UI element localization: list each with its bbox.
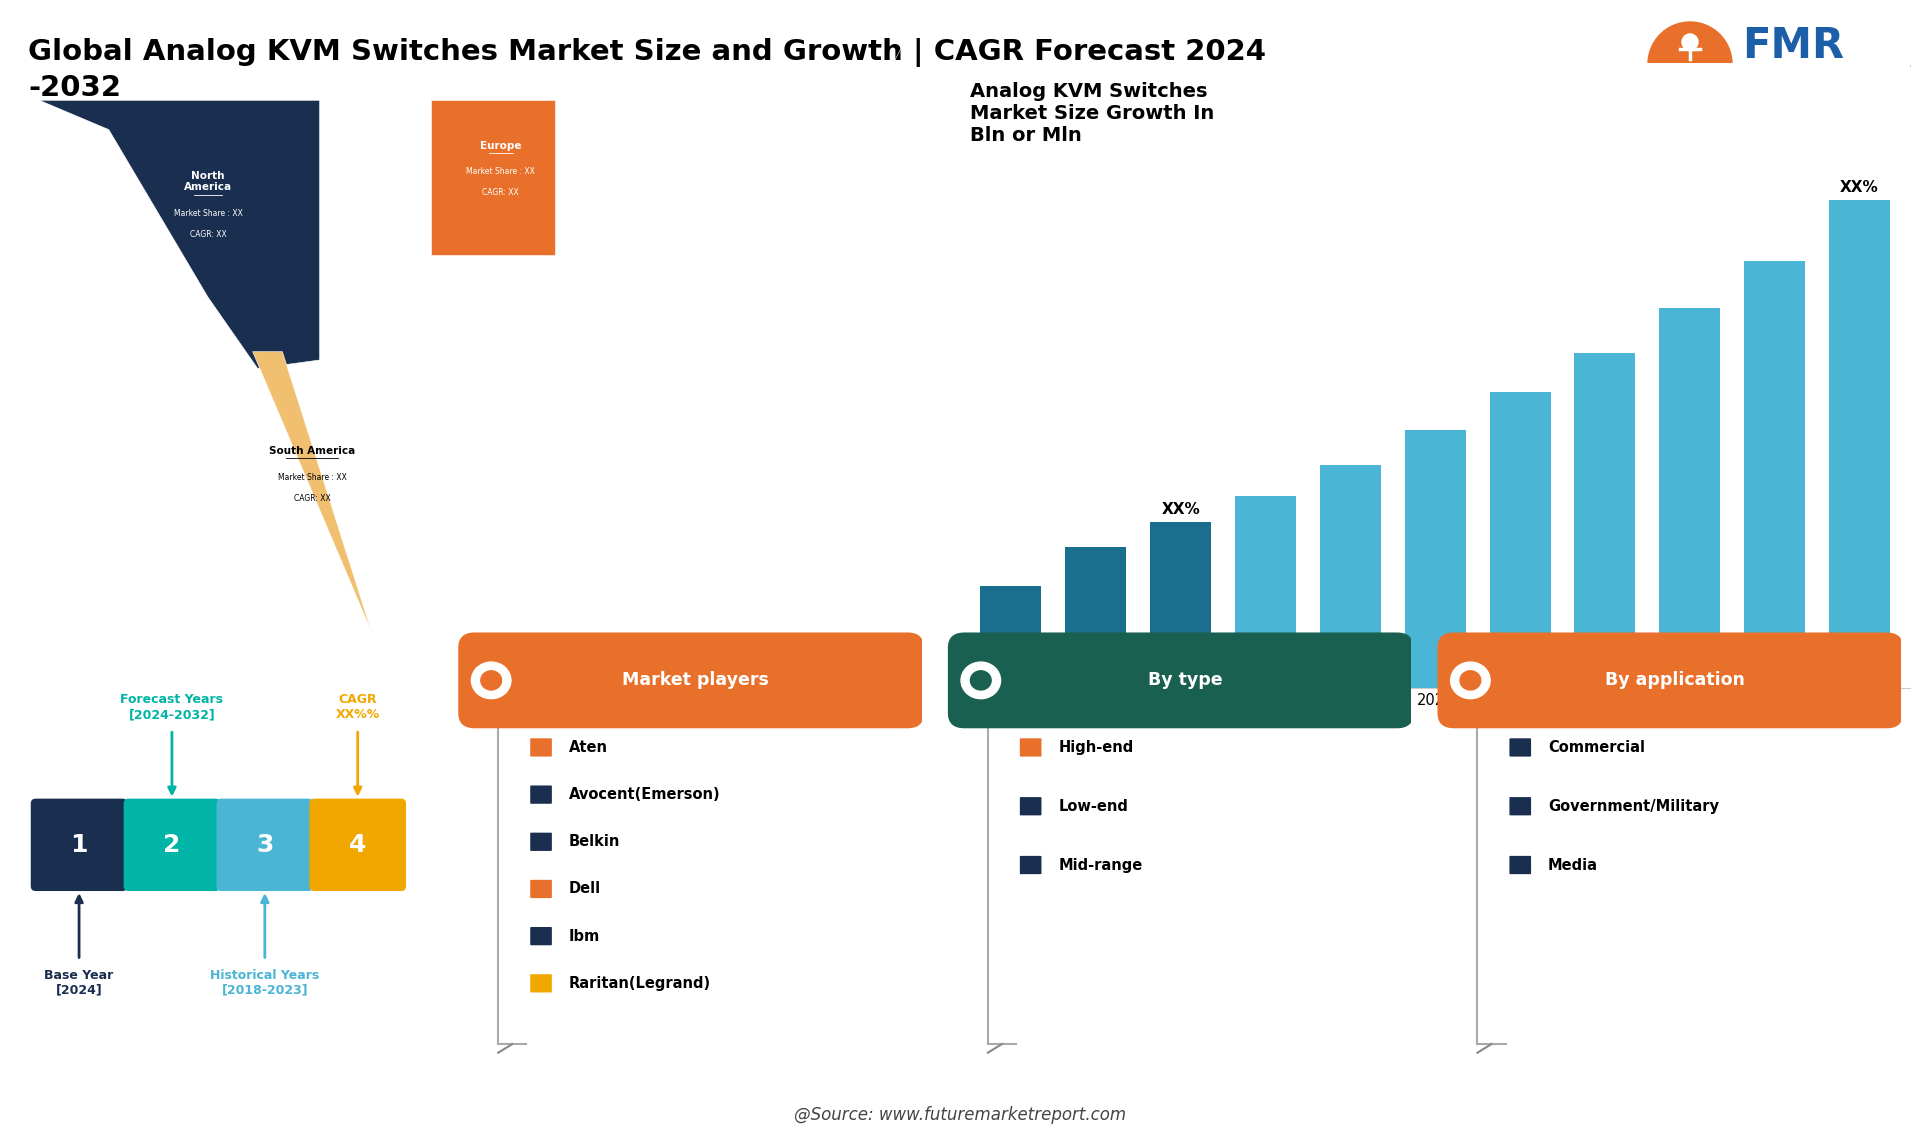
Bar xyxy=(1235,496,1296,688)
Text: Global Analog KVM Switches Market Size and Growth | CAGR Forecast 2024: Global Analog KVM Switches Market Size a… xyxy=(29,38,1265,66)
Text: CAGR: XX: CAGR: XX xyxy=(482,188,518,197)
Bar xyxy=(1830,199,1889,688)
Text: Europe: Europe xyxy=(480,141,522,150)
FancyBboxPatch shape xyxy=(530,785,551,803)
Text: Belkin: Belkin xyxy=(568,834,620,849)
Text: Market players: Market players xyxy=(622,672,770,690)
Text: Low-end: Low-end xyxy=(1058,799,1129,814)
FancyBboxPatch shape xyxy=(123,799,221,892)
Text: By application: By application xyxy=(1605,672,1745,690)
FancyBboxPatch shape xyxy=(1509,798,1530,816)
Text: CAGR: XX: CAGR: XX xyxy=(710,297,747,306)
Text: Dell: Dell xyxy=(568,881,601,896)
Text: 1: 1 xyxy=(71,833,88,857)
Text: CAGR
XX%%: CAGR XX%% xyxy=(336,693,380,721)
Text: South America: South America xyxy=(269,446,355,456)
Text: Asia Pacific: Asia Pacific xyxy=(695,250,762,259)
Circle shape xyxy=(970,670,991,690)
Text: FMR: FMR xyxy=(1741,25,1843,66)
Text: Historical Years
[2018-2023]: Historical Years [2018-2023] xyxy=(209,968,319,997)
Circle shape xyxy=(1682,34,1697,50)
Bar xyxy=(1405,431,1465,688)
Text: Market Share : XX: Market Share : XX xyxy=(278,473,348,482)
Text: Aten: Aten xyxy=(568,740,609,755)
Circle shape xyxy=(1452,662,1490,699)
Text: MEA: MEA xyxy=(497,333,524,344)
Text: 3: 3 xyxy=(255,833,273,857)
Text: Analog KVM Switches
Market Size Growth In
Bln or Mln: Analog KVM Switches Market Size Growth I… xyxy=(970,81,1213,144)
Text: -2032: -2032 xyxy=(29,74,121,102)
Text: @Source: www.futuremarketreport.com: @Source: www.futuremarketreport.com xyxy=(795,1106,1125,1124)
FancyBboxPatch shape xyxy=(31,799,127,892)
FancyBboxPatch shape xyxy=(459,633,924,729)
FancyBboxPatch shape xyxy=(530,974,551,992)
Text: Government/Military: Government/Military xyxy=(1548,799,1718,814)
Text: Commercial: Commercial xyxy=(1548,740,1645,755)
Bar xyxy=(1743,261,1805,688)
FancyBboxPatch shape xyxy=(1509,738,1530,756)
Polygon shape xyxy=(38,101,319,368)
Bar xyxy=(1574,353,1636,688)
Circle shape xyxy=(1647,22,1732,105)
FancyBboxPatch shape xyxy=(530,927,551,945)
FancyBboxPatch shape xyxy=(1020,798,1041,816)
Text: 4: 4 xyxy=(349,833,367,857)
Text: High-end: High-end xyxy=(1058,740,1133,755)
Text: Ibm: Ibm xyxy=(568,928,601,943)
Polygon shape xyxy=(432,101,555,256)
FancyBboxPatch shape xyxy=(1438,633,1903,729)
Text: Base Year
[2024]: Base Year [2024] xyxy=(44,968,113,997)
Text: CAGR: XX: CAGR: XX xyxy=(492,380,528,390)
Text: CAGR: XX: CAGR: XX xyxy=(190,230,227,240)
Text: North
America: North America xyxy=(184,171,232,193)
Polygon shape xyxy=(253,352,372,633)
Text: Media: Media xyxy=(1548,857,1597,872)
Text: 2: 2 xyxy=(163,833,180,857)
Text: FUTURE MARKET REPORT: FUTURE MARKET REPORT xyxy=(1741,64,1910,78)
FancyBboxPatch shape xyxy=(309,799,405,892)
Text: Forecast Years
[2024-2032]: Forecast Years [2024-2032] xyxy=(121,693,223,721)
Bar xyxy=(1150,523,1212,688)
Text: CAGR: XX: CAGR: XX xyxy=(294,494,330,503)
Circle shape xyxy=(1459,670,1480,690)
FancyBboxPatch shape xyxy=(217,799,313,892)
Circle shape xyxy=(480,670,501,690)
Bar xyxy=(1319,465,1380,688)
Text: Market Share : XX: Market Share : XX xyxy=(695,276,764,285)
Text: By type: By type xyxy=(1148,672,1223,690)
Text: XX%: XX% xyxy=(1162,502,1200,517)
Bar xyxy=(981,586,1041,688)
Text: Raritan(Legrand): Raritan(Legrand) xyxy=(568,976,710,991)
FancyBboxPatch shape xyxy=(1509,856,1530,874)
Text: Mid-range: Mid-range xyxy=(1058,857,1142,872)
Text: Market Share : XX: Market Share : XX xyxy=(467,167,536,176)
FancyBboxPatch shape xyxy=(530,738,551,756)
FancyBboxPatch shape xyxy=(530,833,551,851)
FancyBboxPatch shape xyxy=(530,880,551,898)
FancyBboxPatch shape xyxy=(1020,738,1041,756)
Polygon shape xyxy=(407,256,605,549)
Bar xyxy=(1659,308,1720,688)
FancyBboxPatch shape xyxy=(1020,856,1041,874)
Circle shape xyxy=(472,662,511,699)
Text: Avocent(Emerson): Avocent(Emerson) xyxy=(568,787,720,802)
Text: Market Share : XX: Market Share : XX xyxy=(476,360,545,369)
FancyBboxPatch shape xyxy=(948,633,1413,729)
Polygon shape xyxy=(605,46,902,611)
Circle shape xyxy=(962,662,1000,699)
Bar xyxy=(1490,392,1551,688)
Bar xyxy=(1066,547,1127,688)
Text: XX%: XX% xyxy=(1839,180,1880,195)
Text: Market Share : XX: Market Share : XX xyxy=(173,210,242,218)
